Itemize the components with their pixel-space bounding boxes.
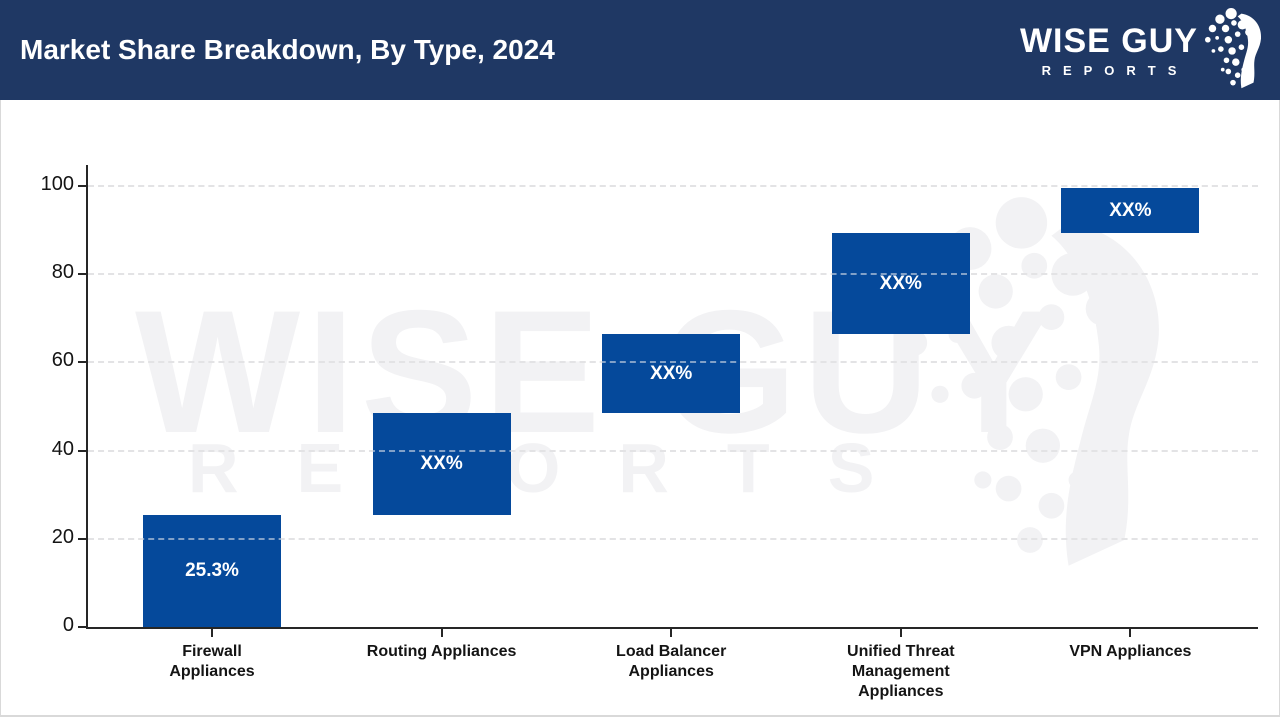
bar: XX%: [372, 413, 511, 516]
gridline-overlay: [88, 449, 1258, 452]
brand-subtitle: REPORTS: [1041, 63, 1189, 78]
watermark-face-icon: [901, 197, 1159, 566]
x-tick: [211, 629, 213, 637]
bar-value-label: 25.3%: [185, 560, 239, 582]
gridline-overlay: [88, 361, 1258, 364]
gridline-overlay: [88, 537, 1258, 540]
bar-value-label: XX%: [650, 362, 693, 384]
gridline-overlay: [88, 273, 1258, 276]
page-title: Market Share Breakdown, By Type, 2024: [20, 34, 555, 65]
y-tick: [78, 537, 86, 540]
gridline-overlay: [88, 185, 1258, 187]
y-tick-label: 0: [62, 614, 74, 636]
brand-logo: WISE GUY REPORTS: [1020, 6, 1266, 94]
page-left-border: [0, 100, 1, 717]
bar: XX%: [602, 334, 741, 414]
bar: XX%: [1061, 188, 1200, 234]
bar-value-label: XX%: [1109, 199, 1152, 221]
x-tick: [1129, 629, 1132, 637]
y-tick-label: 80: [51, 261, 74, 284]
bar: XX%: [831, 233, 970, 335]
brand-wordmark: WISE GUY REPORTS: [1020, 22, 1198, 78]
bar-value-label: XX%: [879, 272, 922, 294]
y-tick-label: 60: [51, 349, 74, 372]
x-tick-label: VPN Appliances: [1069, 643, 1192, 660]
app-header: Market Share Breakdown, By Type, 2024 WI…: [0, 0, 1280, 100]
watermark-reports: REPORTS: [188, 429, 933, 507]
y-tick: [78, 449, 86, 452]
bar-value-label: XX%: [420, 453, 463, 475]
x-tick: [440, 629, 443, 637]
y-tick: [78, 185, 86, 187]
bar: 25.3%: [143, 515, 281, 627]
y-tick-label: 40: [51, 437, 74, 460]
x-tick-label: Firewall Appliances: [169, 643, 255, 680]
x-tick-label: Unified Threat Management Appliances: [847, 643, 955, 700]
page-bottom-border: [0, 715, 1280, 717]
x-tick: [899, 629, 902, 637]
brand-name: WISE GUY: [1019, 22, 1198, 60]
y-tick: [78, 361, 86, 364]
y-tick: [78, 273, 86, 276]
x-tick-label: Load Balancer Appliances: [616, 643, 727, 680]
x-tick-label: Routing Appliances: [366, 643, 517, 660]
x-tick: [670, 629, 673, 637]
y-tick-label: 100: [40, 173, 74, 195]
y-axis: [86, 165, 88, 629]
y-tick: [78, 626, 86, 628]
x-axis: [86, 627, 1258, 629]
brand-face-icon: [1205, 8, 1262, 89]
y-tick-label: 20: [51, 525, 74, 548]
